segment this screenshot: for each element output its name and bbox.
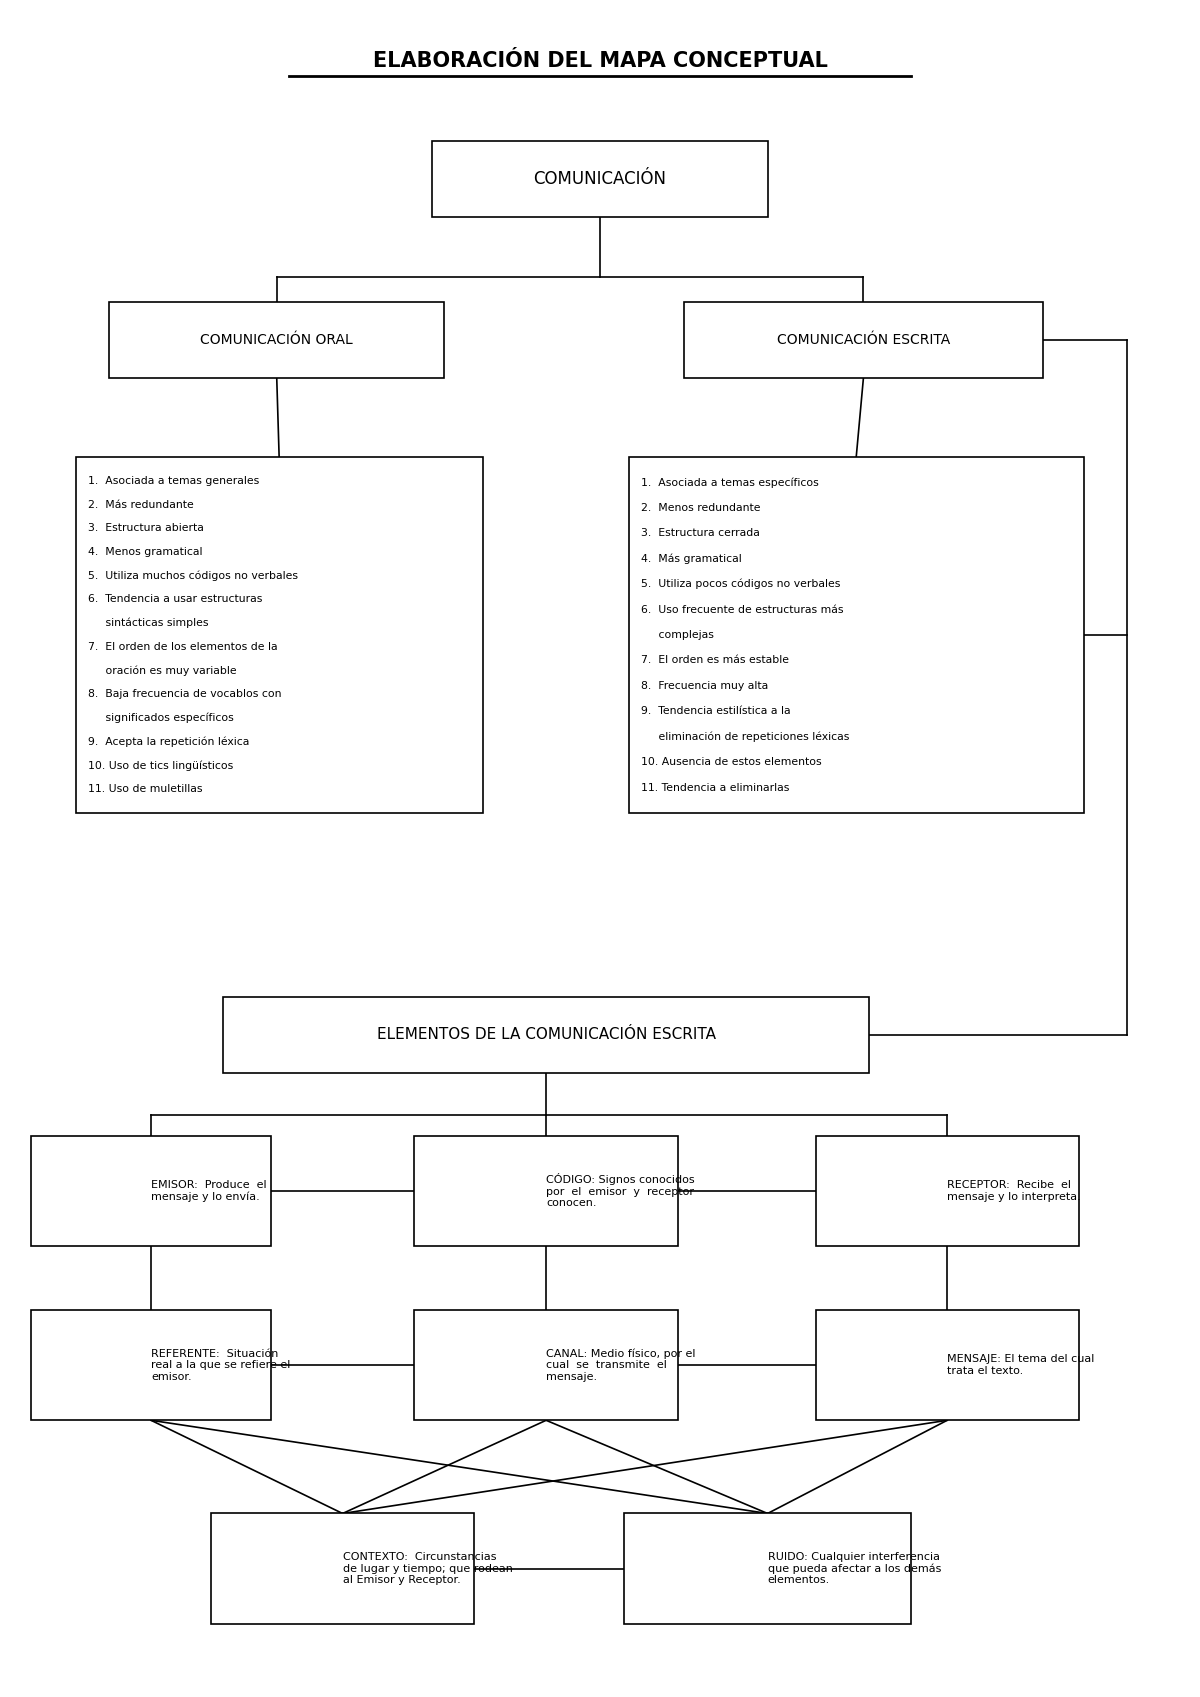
Text: 4.  Menos gramatical: 4. Menos gramatical <box>88 546 202 557</box>
Text: 8.  Baja frecuencia de vocablos con: 8. Baja frecuencia de vocablos con <box>88 689 281 699</box>
Text: 8.  Frecuencia muy alta: 8. Frecuencia muy alta <box>641 680 768 691</box>
Text: COMUNICACIÓN ORAL: COMUNICACIÓN ORAL <box>200 333 353 348</box>
Text: RUIDO: Cualquier interferencia
que pueda afectar a los demás
elementos.: RUIDO: Cualquier interferencia que pueda… <box>768 1551 941 1585</box>
Text: 1.  Asociada a temas específicos: 1. Asociada a temas específicos <box>641 477 818 487</box>
FancyBboxPatch shape <box>223 996 869 1073</box>
Text: 5.  Utiliza pocos códigos no verbales: 5. Utiliza pocos códigos no verbales <box>641 579 840 589</box>
Text: CÓDIGO: Signos conocidos
por  el  emisor  y  receptor
conocen.: CÓDIGO: Signos conocidos por el emisor y… <box>546 1173 695 1208</box>
Text: 10. Ausencia de estos elementos: 10. Ausencia de estos elementos <box>641 757 821 767</box>
Text: 9.  Acepta la repetición léxica: 9. Acepta la repetición léxica <box>88 736 248 747</box>
Text: significados específicos: significados específicos <box>88 713 233 723</box>
Text: 4.  Más gramatical: 4. Más gramatical <box>641 553 742 563</box>
Text: 6.  Uso frecuente de estructuras más: 6. Uso frecuente de estructuras más <box>641 604 844 614</box>
FancyBboxPatch shape <box>684 302 1043 378</box>
Text: 7.  El orden de los elementos de la: 7. El orden de los elementos de la <box>88 641 277 652</box>
Text: 5.  Utiliza muchos códigos no verbales: 5. Utiliza muchos códigos no verbales <box>88 570 298 580</box>
Text: 2.  Menos redundante: 2. Menos redundante <box>641 502 761 512</box>
Text: RECEPTOR:  Recibe  el
mensaje y lo interpreta.: RECEPTOR: Recibe el mensaje y lo interpr… <box>947 1179 1081 1201</box>
FancyBboxPatch shape <box>414 1310 678 1420</box>
FancyBboxPatch shape <box>624 1514 911 1624</box>
Text: sintácticas simples: sintácticas simples <box>88 618 208 628</box>
Text: 10. Uso de tics lingüísticos: 10. Uso de tics lingüísticos <box>88 760 233 770</box>
FancyBboxPatch shape <box>211 1514 474 1624</box>
FancyBboxPatch shape <box>432 141 768 217</box>
Text: 3.  Estructura abierta: 3. Estructura abierta <box>88 523 204 533</box>
Text: CONTEXTO:  Circunstancias
de lugar y tiempo; que rodean
al Emisor y Receptor.: CONTEXTO: Circunstancias de lugar y tiem… <box>342 1553 512 1585</box>
Text: COMUNICACIÓN ESCRITA: COMUNICACIÓN ESCRITA <box>776 333 950 348</box>
Text: 3.  Estructura cerrada: 3. Estructura cerrada <box>641 528 760 538</box>
Text: CANAL: Medio físico, por el
cual  se  transmite  el
mensaje.: CANAL: Medio físico, por el cual se tran… <box>546 1349 696 1381</box>
Text: 6.  Tendencia a usar estructuras: 6. Tendencia a usar estructuras <box>88 594 262 604</box>
Text: 2.  Más redundante: 2. Más redundante <box>88 499 193 509</box>
FancyBboxPatch shape <box>31 1310 271 1420</box>
FancyBboxPatch shape <box>629 456 1084 813</box>
Text: 7.  El orden es más estable: 7. El orden es más estable <box>641 655 788 665</box>
Text: complejas: complejas <box>641 630 714 640</box>
Text: REFERENTE:  Situación
real a la que se refiere el
emisor.: REFERENTE: Situación real a la que se re… <box>151 1349 290 1381</box>
Text: 11. Uso de muletillas: 11. Uso de muletillas <box>88 784 202 794</box>
Text: oración es muy variable: oración es muy variable <box>88 665 236 675</box>
Text: 11. Tendencia a eliminarlas: 11. Tendencia a eliminarlas <box>641 782 790 792</box>
FancyBboxPatch shape <box>76 456 482 813</box>
Text: ELABORACIÓN DEL MAPA CONCEPTUAL: ELABORACIÓN DEL MAPA CONCEPTUAL <box>372 51 828 71</box>
FancyBboxPatch shape <box>816 1310 1079 1420</box>
Text: MENSAJE: El tema del cual
trata el texto.: MENSAJE: El tema del cual trata el texto… <box>947 1354 1094 1376</box>
FancyBboxPatch shape <box>414 1135 678 1246</box>
FancyBboxPatch shape <box>31 1135 271 1246</box>
Text: eliminación de repeticiones léxicas: eliminación de repeticiones léxicas <box>641 731 850 742</box>
Text: ELEMENTOS DE LA COMUNICACIÓN ESCRITA: ELEMENTOS DE LA COMUNICACIÓN ESCRITA <box>377 1027 715 1042</box>
Text: 1.  Asociada a temas generales: 1. Asociada a temas generales <box>88 475 259 485</box>
Text: 9.  Tendencia estilística a la: 9. Tendencia estilística a la <box>641 706 791 716</box>
FancyBboxPatch shape <box>109 302 444 378</box>
Text: EMISOR:  Produce  el
mensaje y lo envía.: EMISOR: Produce el mensaje y lo envía. <box>151 1179 266 1201</box>
Text: COMUNICACIÓN: COMUNICACIÓN <box>534 170 666 188</box>
FancyBboxPatch shape <box>816 1135 1079 1246</box>
